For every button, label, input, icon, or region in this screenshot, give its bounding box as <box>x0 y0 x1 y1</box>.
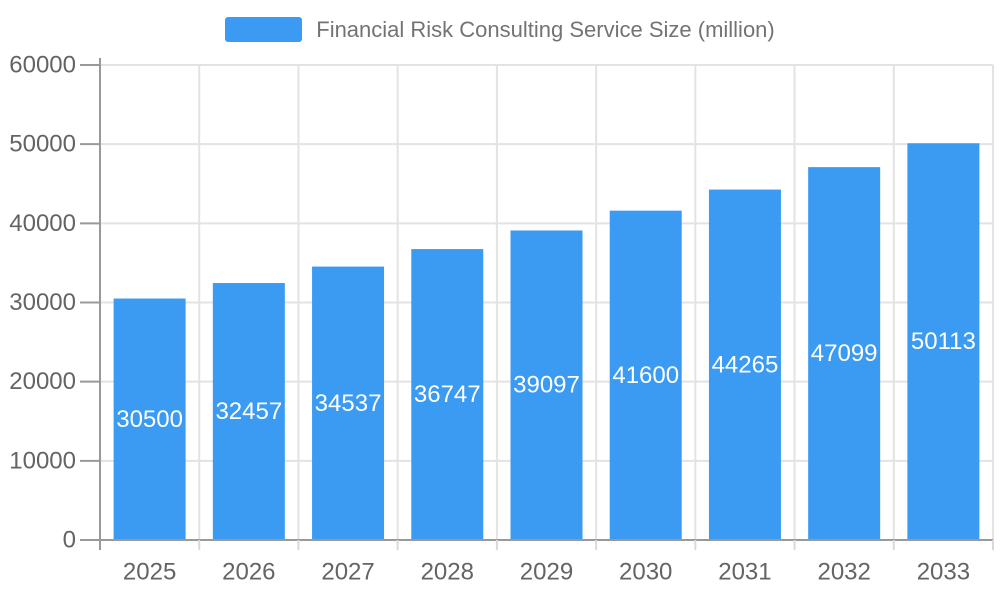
bar-value-label: 34537 <box>315 390 382 417</box>
x-tick-label: 2027 <box>321 559 374 586</box>
x-tick-label: 2026 <box>222 559 275 586</box>
y-tick-label: 40000 <box>9 210 76 237</box>
y-tick-label: 20000 <box>9 368 76 395</box>
legend-label: Financial Risk Consulting Service Size (… <box>316 17 775 42</box>
bar-value-label: 47099 <box>811 340 878 367</box>
y-tick-label: 10000 <box>9 447 76 474</box>
bar[interactable] <box>312 266 385 540</box>
legend-swatch <box>225 17 303 42</box>
bar-value-label: 30500 <box>116 406 183 433</box>
y-tick-label: 60000 <box>9 52 76 79</box>
bar[interactable] <box>212 283 285 540</box>
bar[interactable] <box>808 167 881 540</box>
x-tick-label: 2029 <box>520 559 573 586</box>
bar[interactable] <box>113 298 186 540</box>
bar-value-label: 39097 <box>513 372 580 399</box>
bar[interactable] <box>907 143 980 540</box>
bar[interactable] <box>411 249 484 540</box>
bar-value-label: 44265 <box>712 351 779 378</box>
y-tick-label: 30000 <box>9 289 76 316</box>
bar-value-label: 41600 <box>612 362 679 389</box>
x-tick-label: 2033 <box>917 559 970 586</box>
bar[interactable] <box>708 189 781 540</box>
legend[interactable]: Financial Risk Consulting Service Size (… <box>0 17 1000 42</box>
bar[interactable] <box>609 210 682 540</box>
x-tick-label: 2032 <box>817 559 870 586</box>
bar-value-label: 50113 <box>911 328 976 355</box>
x-tick-label: 2031 <box>718 559 771 586</box>
x-tick-label: 2025 <box>123 559 176 586</box>
y-tick-label: 50000 <box>9 131 76 158</box>
bar-value-label: 36747 <box>414 381 481 408</box>
x-tick-label: 2028 <box>421 559 474 586</box>
bar-value-label: 32457 <box>215 398 282 425</box>
y-tick-label: 0 <box>63 527 76 554</box>
x-tick-label: 2030 <box>619 559 672 586</box>
bar[interactable] <box>510 230 583 540</box>
